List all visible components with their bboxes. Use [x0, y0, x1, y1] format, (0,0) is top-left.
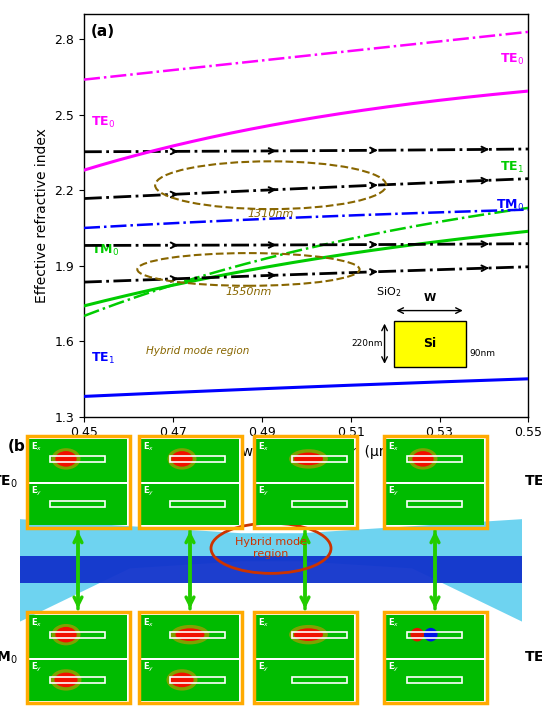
Bar	[141, 614, 239, 657]
Text: (b): (b)	[8, 439, 33, 454]
Bar	[170, 456, 225, 462]
Text: E$_y$: E$_y$	[31, 485, 42, 498]
Bar	[292, 677, 347, 683]
Polygon shape	[20, 519, 522, 622]
Ellipse shape	[176, 629, 204, 641]
Text: TE$_1$: TE$_1$	[91, 351, 114, 366]
Text: TM$_0$: TM$_0$	[496, 198, 524, 213]
Ellipse shape	[51, 624, 81, 645]
Bar	[50, 677, 105, 683]
Ellipse shape	[54, 673, 78, 687]
Ellipse shape	[171, 451, 192, 466]
Ellipse shape	[170, 673, 193, 687]
Text: E$_y$: E$_y$	[143, 661, 154, 674]
Ellipse shape	[289, 625, 328, 644]
Text: TE$_0$: TE$_0$	[500, 52, 524, 67]
Text: 1310nm: 1310nm	[248, 209, 294, 219]
Ellipse shape	[410, 628, 424, 642]
Ellipse shape	[50, 669, 81, 691]
Text: TM$_0$: TM$_0$	[0, 649, 18, 666]
Bar	[407, 677, 462, 683]
Bar	[292, 501, 347, 507]
Text: TE$_0$: TE$_0$	[0, 473, 18, 490]
Text: E$_x$: E$_x$	[388, 441, 399, 454]
Text: E$_x$: E$_x$	[143, 441, 154, 454]
Bar	[407, 632, 462, 638]
Text: E$_y$: E$_y$	[258, 661, 269, 674]
Polygon shape	[20, 556, 522, 583]
Bar	[29, 439, 127, 482]
Bar	[141, 483, 239, 525]
Ellipse shape	[424, 628, 437, 642]
Bar	[407, 501, 462, 507]
Text: E$_x$: E$_x$	[388, 617, 399, 629]
Ellipse shape	[412, 451, 434, 466]
Bar	[170, 501, 225, 507]
Ellipse shape	[294, 629, 323, 641]
Ellipse shape	[55, 451, 76, 466]
Bar	[170, 632, 225, 638]
Text: E$_x$: E$_x$	[31, 441, 42, 454]
Bar	[386, 614, 484, 657]
Ellipse shape	[289, 449, 328, 468]
Ellipse shape	[171, 625, 209, 644]
X-axis label: Rib waveguide width (μm): Rib waveguide width (μm)	[215, 445, 397, 459]
Bar	[29, 483, 127, 525]
Text: TE$_0$: TE$_0$	[524, 473, 542, 490]
Bar	[292, 456, 347, 462]
Text: TE$_1$: TE$_1$	[500, 160, 524, 175]
Text: E$_y$: E$_y$	[388, 485, 399, 498]
Bar	[256, 614, 354, 657]
Bar	[50, 632, 105, 638]
Ellipse shape	[167, 448, 197, 470]
Text: E$_x$: E$_x$	[31, 617, 42, 629]
Bar	[292, 632, 347, 638]
Bar	[256, 439, 354, 482]
Text: E$_x$: E$_x$	[143, 617, 154, 629]
Ellipse shape	[294, 453, 323, 465]
Bar	[256, 659, 354, 701]
Text: E$_y$: E$_y$	[258, 485, 269, 498]
Bar	[386, 439, 484, 482]
Text: TE$_1$: TE$_1$	[524, 649, 542, 666]
Ellipse shape	[55, 627, 76, 642]
Bar	[170, 677, 225, 683]
Ellipse shape	[51, 448, 81, 470]
Bar	[50, 501, 105, 507]
Text: Hybrid mode
region: Hybrid mode region	[235, 538, 307, 559]
Bar	[256, 483, 354, 525]
Ellipse shape	[166, 669, 197, 691]
Bar	[141, 659, 239, 701]
Bar	[141, 439, 239, 482]
Text: E$_y$: E$_y$	[31, 661, 42, 674]
Bar	[29, 614, 127, 657]
Ellipse shape	[409, 448, 437, 470]
Y-axis label: Effective refractive index: Effective refractive index	[35, 128, 49, 303]
Text: E$_x$: E$_x$	[258, 441, 269, 454]
Text: E$_x$: E$_x$	[258, 617, 269, 629]
Text: TM$_0$: TM$_0$	[91, 243, 119, 258]
Text: E$_y$: E$_y$	[143, 485, 154, 498]
Text: E$_y$: E$_y$	[388, 661, 399, 674]
Bar	[407, 456, 462, 462]
Bar	[50, 456, 105, 462]
Text: TE$_0$: TE$_0$	[91, 115, 115, 130]
Text: (a): (a)	[91, 24, 115, 39]
Bar	[386, 483, 484, 525]
Text: Hybrid mode region: Hybrid mode region	[146, 346, 250, 356]
Text: 1550nm: 1550nm	[225, 287, 272, 297]
Bar	[386, 659, 484, 701]
Bar	[29, 659, 127, 701]
